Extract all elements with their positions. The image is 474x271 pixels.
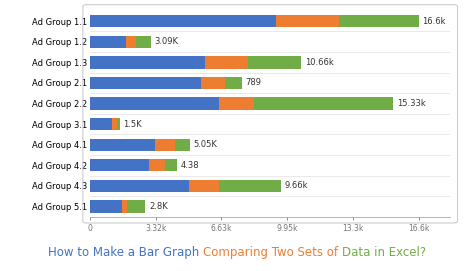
Bar — [127, 200, 146, 213]
Text: Data in Excel?: Data in Excel? — [342, 246, 426, 259]
Text: Comparing Two Sets of: Comparing Two Sets of — [203, 246, 342, 259]
Bar — [225, 77, 242, 89]
Bar — [90, 138, 155, 151]
Text: 3.09K: 3.09K — [155, 37, 179, 46]
Text: 9.66k: 9.66k — [285, 181, 308, 191]
Text: 2.8K: 2.8K — [149, 202, 168, 211]
Bar — [90, 97, 219, 110]
Bar — [276, 15, 339, 27]
Bar — [189, 180, 219, 192]
Bar — [149, 159, 165, 172]
Bar — [122, 200, 127, 213]
Bar — [136, 36, 151, 48]
Bar — [248, 56, 301, 69]
Bar — [201, 77, 225, 89]
Text: 5.05K: 5.05K — [193, 140, 218, 149]
Bar — [339, 15, 419, 27]
Text: 15.33k: 15.33k — [397, 99, 426, 108]
Bar — [219, 180, 281, 192]
Text: 16.6k: 16.6k — [422, 17, 446, 26]
Bar — [112, 118, 117, 130]
Bar — [90, 15, 276, 27]
Bar — [90, 36, 126, 48]
Text: 789: 789 — [245, 78, 261, 88]
Bar — [175, 138, 190, 151]
Bar — [90, 180, 189, 192]
Bar — [117, 118, 120, 130]
Bar — [90, 159, 149, 172]
Bar — [165, 159, 177, 172]
Bar — [155, 138, 175, 151]
Text: 1.5K: 1.5K — [123, 120, 142, 129]
Text: 4.38: 4.38 — [180, 161, 199, 170]
Bar — [90, 56, 205, 69]
Bar — [90, 77, 201, 89]
Bar — [205, 56, 248, 69]
Bar — [126, 36, 136, 48]
Bar — [90, 200, 122, 213]
Text: 10.66k: 10.66k — [305, 58, 333, 67]
Bar — [219, 97, 255, 110]
Text: How to Make a Bar Graph: How to Make a Bar Graph — [48, 246, 203, 259]
Bar — [255, 97, 393, 110]
Bar — [90, 118, 112, 130]
